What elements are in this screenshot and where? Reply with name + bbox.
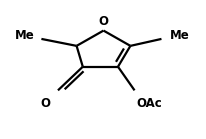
Text: O: O (98, 15, 108, 28)
Text: OAc: OAc (136, 97, 161, 110)
Text: O: O (40, 97, 50, 110)
Text: Me: Me (15, 29, 35, 42)
Text: Me: Me (169, 29, 189, 42)
